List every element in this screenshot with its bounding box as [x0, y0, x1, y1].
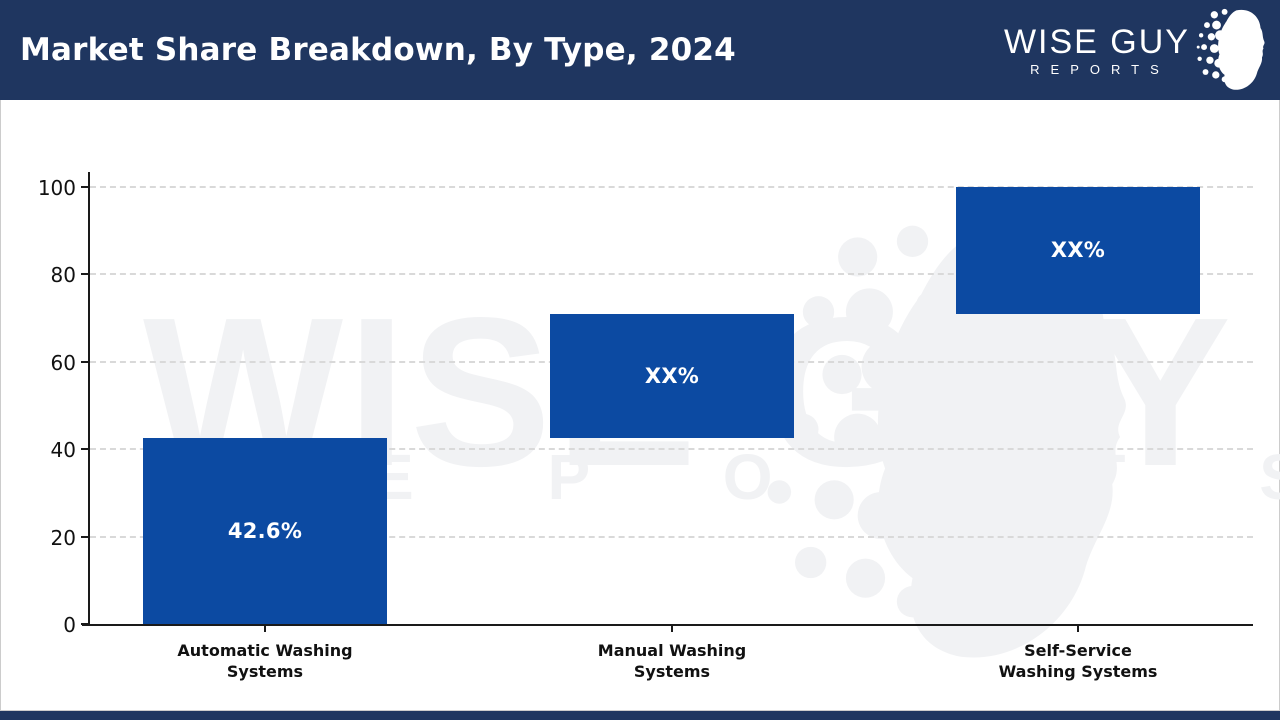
footer-bar — [0, 710, 1280, 720]
page-title: Market Share Breakdown, By Type, 2024 — [20, 32, 736, 68]
category-line: Washing Systems — [998, 662, 1158, 681]
y-tick-label-40: 40 — [50, 438, 76, 463]
x-axis-label-selfservice: Self-Service Washing Systems — [928, 640, 1228, 682]
y-tick-mark-80 — [81, 273, 88, 276]
logo-text: WISE GUY REPORTS — [1004, 25, 1190, 76]
y-axis — [88, 172, 90, 626]
x-tick-mark-1 — [671, 626, 673, 632]
x-tick-mark-2 — [1077, 626, 1079, 632]
gridline-20 — [90, 535, 1253, 538]
y-tick-mark-20 — [81, 535, 88, 538]
chart-area: WISE GUY R E P O R T S 02040608010042.6%… — [0, 100, 1280, 710]
gridline-40 — [90, 448, 1253, 451]
category-line: Manual Washing — [597, 641, 747, 660]
x-axis — [82, 624, 1253, 626]
y-tick-label-60: 60 — [50, 350, 76, 375]
bar-segment-2: XX% — [956, 187, 1200, 314]
bar-segment-0: 42.6% — [143, 437, 387, 624]
plot-area: 0 20 40 60 80 100 42.6% XX% XX% — [38, 172, 1253, 637]
dotted-face-profile-icon — [1196, 8, 1265, 90]
header-bar: Market Share Breakdown, By Type, 2024 WI… — [0, 0, 1280, 100]
y-tick-mark-40 — [81, 448, 88, 451]
watermark-face-icon — [763, 225, 1126, 658]
wiseguy-logo: WISE GUY REPORTS — [1004, 0, 1266, 100]
y-tick-mark-0 — [81, 623, 88, 625]
logo-name: WISE GUY — [1003, 22, 1190, 61]
category-line: Self-Service — [1024, 641, 1132, 660]
gridline-80 — [90, 273, 1253, 276]
x-axis-label-manual: Manual Washing Systems — [522, 640, 822, 682]
x-tick-mark-0 — [264, 626, 266, 632]
category-line: Systems — [226, 662, 304, 681]
x-axis-label-automatic: Automatic Washing Systems — [115, 640, 415, 682]
bar-value-label: 42.6% — [227, 518, 303, 543]
category-line: Automatic Washing — [177, 641, 353, 660]
category-line: Systems — [633, 662, 711, 681]
y-tick-label-100: 100 — [37, 176, 76, 200]
y-tick-label-80: 80 — [50, 263, 76, 288]
bar-value-label: XX% — [1050, 238, 1106, 263]
bar-value-label: XX% — [644, 363, 700, 388]
y-tick-label-20: 20 — [50, 525, 76, 550]
y-tick-label-0: 0 — [63, 613, 76, 637]
gridline-100 — [90, 186, 1253, 188]
y-tick-mark-100 — [81, 186, 88, 188]
y-tick-mark-60 — [81, 360, 88, 363]
logo-subtitle: REPORTS — [1030, 61, 1170, 77]
bar-segment-1: XX% — [550, 313, 794, 438]
